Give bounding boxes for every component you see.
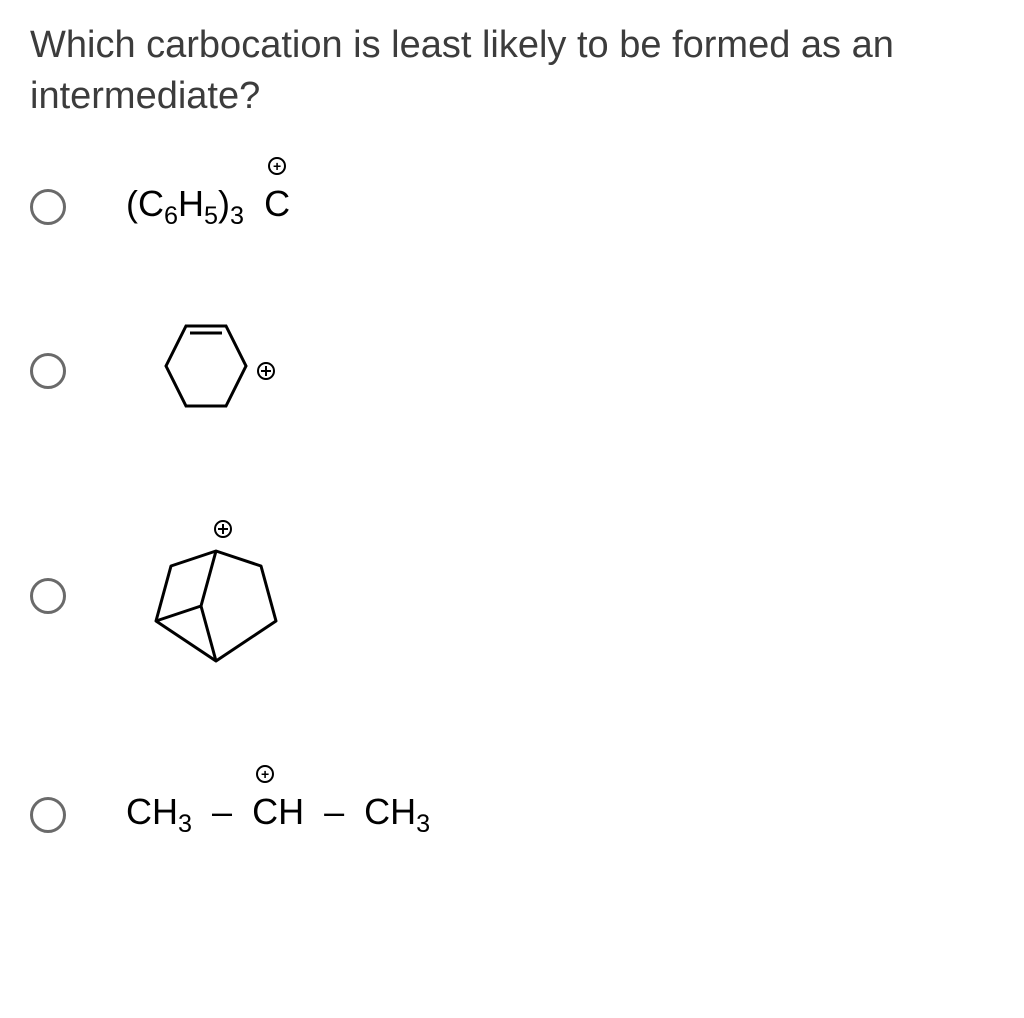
formula-part: C (252, 791, 278, 832)
formula-part: CH (364, 791, 416, 832)
charge-icon (258, 363, 274, 379)
cyclohexenyl-icon (126, 311, 296, 431)
formula-part: (C (126, 183, 164, 224)
question-text: Which carbocation is least likely to be … (30, 20, 994, 123)
charge-icon (215, 521, 231, 537)
radio-icon[interactable] (30, 578, 66, 614)
option-isopropyl[interactable]: CH3 – +CH – CH3 (30, 791, 994, 839)
radio-icon[interactable] (30, 353, 66, 389)
charge-icon: + (256, 763, 274, 783)
formula-part: C (264, 183, 290, 224)
carbon-with-charge: +C (252, 791, 278, 832)
radio-icon[interactable] (30, 189, 66, 225)
formula-sub: 3 (416, 810, 430, 838)
bond-dash: – (202, 791, 242, 832)
option-structure-cyclohexenyl (126, 311, 296, 431)
carbon-with-charge: +C (264, 183, 290, 224)
formula-text: (C6H5)3 +C (126, 183, 290, 231)
formula-sub: 3 (178, 810, 192, 838)
option-triphenyl[interactable]: (C6H5)3 +C (30, 183, 994, 231)
formula-part: H (278, 791, 304, 832)
options-group: (C6H5)3 +C (30, 183, 994, 919)
bond-dash: – (314, 791, 354, 832)
formula-sub: 6 (164, 202, 178, 230)
charge-icon: + (268, 155, 286, 175)
formula-part: ) (218, 183, 230, 224)
option-structure-norbornyl (126, 511, 306, 681)
norbornyl-icon (126, 511, 306, 681)
option-norbornyl[interactable] (30, 511, 994, 681)
formula-part: CH (126, 791, 178, 832)
formula-sub: 5 (204, 202, 218, 230)
formula-sub: 3 (230, 202, 244, 230)
option-formula-isopropyl: CH3 – +CH – CH3 (126, 791, 430, 839)
option-formula-triphenyl: (C6H5)3 +C (126, 183, 290, 231)
radio-icon[interactable] (30, 797, 66, 833)
option-cyclohexenyl[interactable] (30, 311, 994, 431)
formula-text: CH3 – +CH – CH3 (126, 791, 430, 839)
formula-part: H (178, 183, 204, 224)
